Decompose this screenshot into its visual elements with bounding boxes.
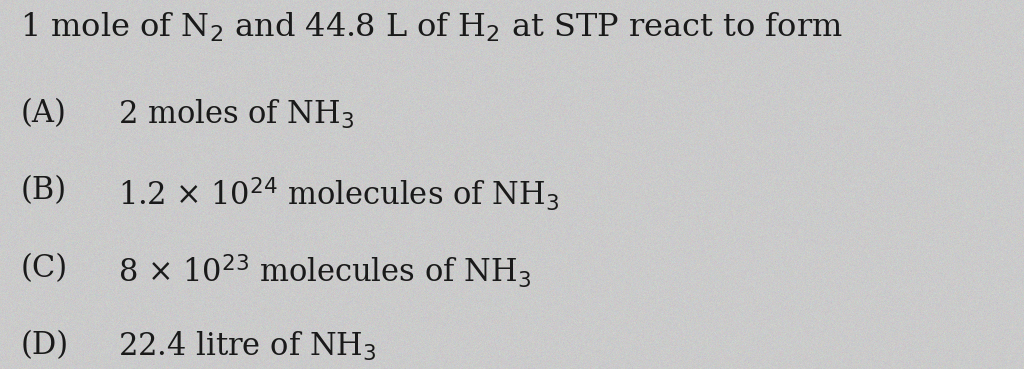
Text: 22.4 litre of NH$_3$: 22.4 litre of NH$_3$ <box>118 330 376 363</box>
Text: (A): (A) <box>20 98 67 129</box>
Text: (B): (B) <box>20 175 67 206</box>
Text: (D): (D) <box>20 330 69 361</box>
Text: (C): (C) <box>20 253 68 284</box>
Text: 8 × 10$^{23}$ molecules of NH$_3$: 8 × 10$^{23}$ molecules of NH$_3$ <box>118 253 530 290</box>
Text: 2 moles of NH$_3$: 2 moles of NH$_3$ <box>118 98 354 131</box>
Text: 1 mole of N$_2$ and 44.8 L of H$_2$ at STP react to form: 1 mole of N$_2$ and 44.8 L of H$_2$ at S… <box>20 11 843 45</box>
Text: 1.2 × 10$^{24}$ molecules of NH$_3$: 1.2 × 10$^{24}$ molecules of NH$_3$ <box>118 175 559 213</box>
